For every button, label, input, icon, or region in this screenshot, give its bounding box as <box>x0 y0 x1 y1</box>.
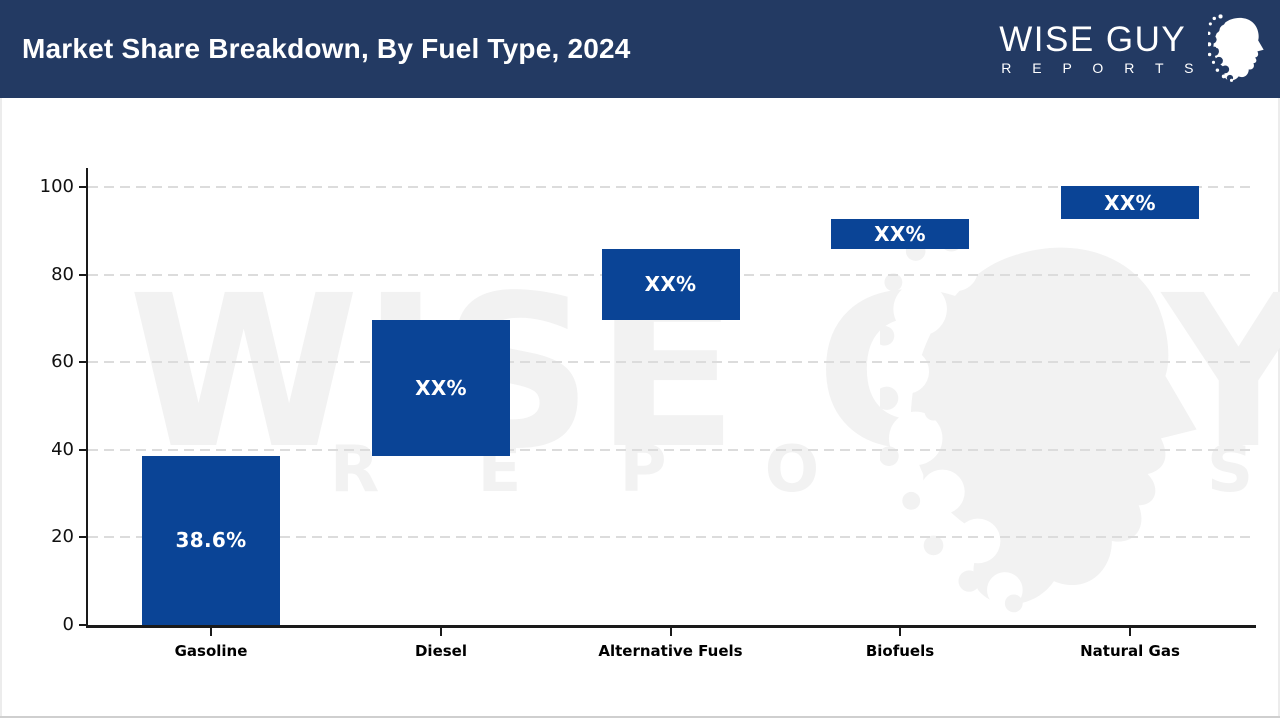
bar-natural-gas: XX% <box>1061 185 1199 220</box>
x-axis-label-alternative-fuels: Alternative Fuels <box>598 642 743 660</box>
y-axis-tick-80 <box>79 273 88 276</box>
y-axis-tick-label: 0 <box>62 614 74 635</box>
x-axis-tick-diesel <box>440 628 442 636</box>
page-border-left <box>0 98 2 716</box>
y-axis-tick-label: 40 <box>51 438 74 460</box>
y-axis-tick-100 <box>79 186 88 188</box>
bar-value-label-diesel: XX% <box>415 375 467 400</box>
page-title: Market Share Breakdown, By Fuel Type, 20… <box>22 33 631 64</box>
bar-biofuels: XX% <box>831 219 969 250</box>
head-profile-dots-icon <box>1207 8 1266 90</box>
x-axis-tick-natural-gas <box>1129 628 1131 636</box>
y-axis-tick-label: 20 <box>51 526 74 548</box>
x-axis-tick-alternative-fuels <box>669 628 672 636</box>
axis-spine-bottom <box>86 625 1256 628</box>
y-axis-tick-label: 100 <box>39 176 74 197</box>
bar-diesel: XX% <box>372 319 510 456</box>
logo-subtitle: R E P O R T S <box>1001 60 1202 77</box>
logo-wordmark: WISE GUY <box>999 19 1187 59</box>
y-axis-tick-60 <box>79 361 88 364</box>
gridline-100 <box>88 186 1256 188</box>
bar-gasoline: 38.6% <box>142 455 280 625</box>
y-axis-tick-0 <box>79 624 88 626</box>
header-banner: Market Share Breakdown, By Fuel Type, 20… <box>0 0 1280 98</box>
gridline-40 <box>88 448 1256 451</box>
gridline-20 <box>88 536 1256 539</box>
y-axis-tick-40 <box>79 448 88 451</box>
x-axis-label-natural-gas: Natural Gas <box>1080 642 1180 660</box>
page-border-right <box>1278 98 1280 716</box>
bar-value-label-biofuels: XX% <box>874 222 926 247</box>
page-border-bottom <box>0 716 1280 718</box>
x-axis-label-diesel: Diesel <box>414 642 467 660</box>
bar-value-label-gasoline: 38.6% <box>175 528 247 553</box>
x-axis-tick-gasoline <box>210 628 212 636</box>
bar-value-label-natural-gas: XX% <box>1104 190 1156 215</box>
x-axis-label-biofuels: Biofuels <box>865 642 935 660</box>
x-axis-tick-biofuels <box>899 628 901 636</box>
x-axis-label-gasoline: Gasoline <box>174 642 248 660</box>
bar-alternative-fuels: XX% <box>601 249 740 320</box>
axis-spine-left <box>86 168 88 628</box>
bar-value-label-alternative-fuels: XX% <box>644 272 697 297</box>
y-axis-tick-20 <box>79 536 88 539</box>
y-axis-tick-label: 60 <box>51 351 74 373</box>
logo-text: WISE GUY R E P O R T S <box>999 19 1202 77</box>
gridline-60 <box>88 361 1256 364</box>
wise-guy-reports-logo: WISE GUY R E P O R T S <box>999 8 1266 90</box>
watermark-head-profile-icon <box>874 205 1210 645</box>
y-axis-tick-label: 80 <box>51 263 74 285</box>
